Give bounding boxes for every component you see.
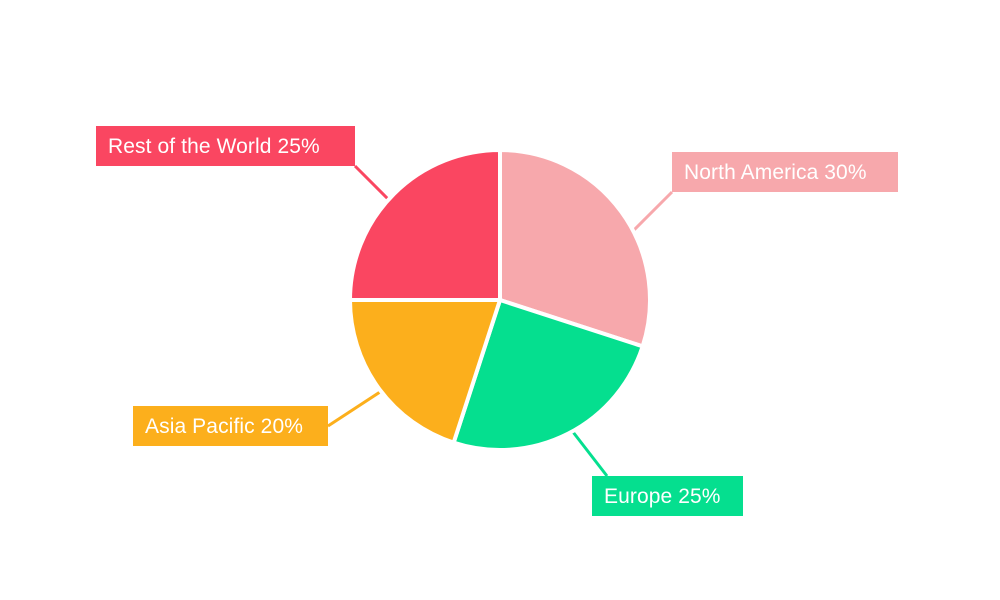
pie-label-asia-pacific[interactable]: Asia Pacific 20% xyxy=(133,406,328,446)
leader-line-europe xyxy=(571,431,609,477)
pie-slice-rest-of-the-world[interactable] xyxy=(348,148,502,302)
pie-label-rest-of-the-world[interactable]: Rest of the World 25% xyxy=(96,126,355,166)
pie-slice-north-america[interactable] xyxy=(498,148,652,349)
pie-label-north-america[interactable]: North America 30% xyxy=(672,152,898,192)
pie-label-europe-text: Europe 25% xyxy=(604,484,721,508)
leader-line-asia-pacific xyxy=(327,388,384,428)
pie-label-asia-pacific-text: Asia Pacific 20% xyxy=(145,414,304,438)
leader-line-north-america xyxy=(627,190,674,237)
pie-slice-group xyxy=(348,148,652,452)
pie-slice-asia-pacific[interactable] xyxy=(348,298,502,445)
pie-slice-europe[interactable] xyxy=(451,298,645,452)
pie-label-europe[interactable]: Europe 25% xyxy=(592,476,743,516)
pie-label-rest-of-the-world-text: Rest of the World 25% xyxy=(108,134,320,158)
pie-label-north-america-text: North America 30% xyxy=(684,160,867,184)
